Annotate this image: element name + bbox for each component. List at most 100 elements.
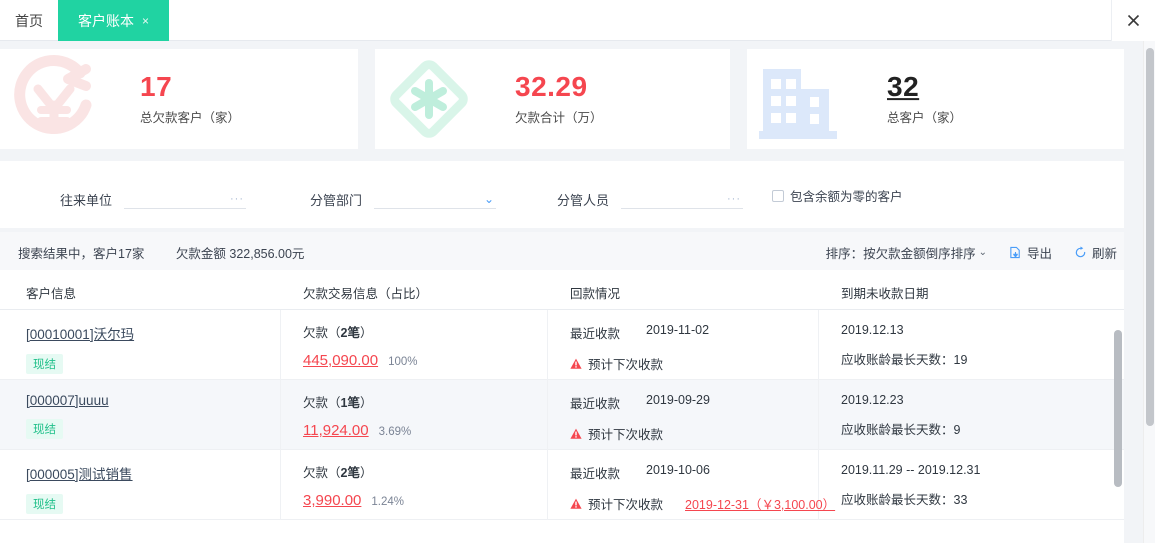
debt-amount-link[interactable]: 3,990.00: [303, 492, 362, 509]
debt-percent: 3.69%: [378, 426, 412, 438]
tab-customer-ledger-label: 客户账本: [77, 12, 134, 29]
aging-line: 应收账龄最长天数：9: [841, 419, 960, 438]
debt-count: 2笔: [340, 326, 360, 340]
chevron-down-icon[interactable]: ⌄: [483, 192, 494, 206]
tab-home[interactable]: 首页: [0, 0, 58, 41]
table-row[interactable]: [000005]测试销售 现结 欠款（2笔） 3,990.00 1.24% 最近…: [0, 450, 1124, 520]
next-payment-amount-link[interactable]: 2019-12-31（￥3,100.00）: [685, 498, 836, 512]
debt-amount-link[interactable]: 445,090.00: [303, 352, 379, 369]
aging-value: 33: [953, 493, 968, 507]
stat-card-3-value[interactable]: 32: [887, 71, 920, 103]
status-badge: 现结: [26, 494, 63, 514]
aging-label: 应收账龄最长天数：: [841, 493, 954, 507]
next-payment-label: 预计下次收款: [588, 358, 664, 372]
checkbox-box[interactable]: [772, 189, 784, 202]
last-payment-line: 最近收款 2019-11-02: [570, 323, 709, 342]
table-row[interactable]: [000007]uuuu 现结 欠款（1笔） 11,924.00 3.69% 最…: [0, 380, 1124, 450]
stat-card-1-label: 总欠款客户（家）: [140, 110, 241, 125]
filter-department: 分管部门 ⌄: [310, 183, 496, 209]
payment-cell: 最近收款 2019-10-06 预计下次收款 2019-12-31（￥3,100…: [570, 463, 835, 513]
due-date: 2019.12.23: [841, 393, 904, 407]
filter-staff-label: 分管人员: [557, 193, 610, 208]
filter-zero-balance-checkbox[interactable]: 包含余额为零的客户: [772, 186, 903, 205]
chevron-down-icon: ⌄: [978, 247, 987, 258]
tab-home-label: 首页: [15, 12, 43, 29]
customer-name-link[interactable]: [000007]uuuu: [26, 393, 109, 408]
last-payment-label: 最近收款: [570, 397, 621, 411]
stat-card-2-label: 欠款合计（万）: [515, 110, 603, 125]
next-payment-line: 预计下次收款: [570, 424, 710, 443]
stat-cards: 17 总欠款客户（家） 32.29 欠款合计（万）: [0, 49, 1141, 149]
due-cell: 2019.12.23 应收账龄最长天数：9: [841, 393, 960, 438]
ledger-table: 客户信息 欠款交易信息（占比） 回款情况 到期未收款日期 [00010001]沃…: [0, 270, 1124, 543]
last-payment-date: 2019-09-29: [646, 393, 710, 407]
debt-count: 1笔: [340, 396, 360, 410]
summary-bar: 搜索结果中，客户17家 欠款金额 322,856.00元 排序：按欠款金额倒序排…: [0, 232, 1141, 270]
cell-divider: [280, 450, 281, 520]
card-gap: [730, 49, 747, 149]
filter-unit-input[interactable]: [124, 187, 246, 209]
summary-left: 搜索结果中，客户17家 欠款金额 322,856.00元: [18, 243, 304, 262]
stat-card-total-debt-customers: 17 总欠款客户（家）: [0, 49, 358, 149]
window-close-button[interactable]: [1111, 0, 1155, 41]
cell-divider: [547, 380, 548, 450]
yen-circle-icon: [8, 53, 100, 145]
export-button[interactable]: 导出: [1009, 243, 1052, 262]
filter-unit: 往来单位 ···: [60, 183, 246, 209]
table-row[interactable]: [00010001]沃尔玛 现结 欠款（2笔） 445,090.00 100% …: [0, 310, 1124, 380]
filter-department-input[interactable]: [374, 187, 496, 209]
next-payment-label: 预计下次收款: [588, 498, 664, 512]
aging-line: 应收账龄最长天数：19: [841, 349, 967, 368]
summary-amount-text: 欠款金额 322,856.00元: [175, 247, 305, 261]
status-badge: 现结: [26, 419, 63, 439]
warning-icon: [570, 498, 582, 510]
warning-icon: [570, 428, 582, 440]
stat-card-3-text: 32 总客户（家）: [887, 71, 962, 126]
table-header-payment: 回款情况: [570, 287, 621, 301]
ellipsis-icon[interactable]: ···: [230, 193, 244, 205]
last-payment-label: 最近收款: [570, 467, 621, 481]
page-scrollbar-thumb[interactable]: [1146, 48, 1154, 426]
card-gap: [358, 49, 375, 149]
refresh-button[interactable]: 刷新: [1074, 243, 1117, 262]
debt-percent: 1.24%: [371, 496, 404, 508]
refresh-icon: [1074, 246, 1087, 259]
debt-cell: 欠款（2笔） 445,090.00 100%: [303, 322, 418, 369]
stat-card-total-debt-amount: 32.29 欠款合计（万）: [375, 49, 730, 149]
debt-count: 2笔: [340, 466, 360, 480]
stat-card-2-text: 32.29 欠款合计（万）: [515, 71, 603, 126]
debt-count-label: 欠款（2笔）: [303, 462, 404, 481]
close-icon[interactable]: ×: [141, 13, 149, 28]
table-scrollbar-thumb[interactable]: [1114, 330, 1122, 487]
due-date: 2019.12.13: [841, 323, 904, 337]
debt-cell: 欠款（1笔） 11,924.00 3.69%: [303, 392, 411, 439]
customer-name-link[interactable]: [000005]测试销售: [26, 467, 133, 482]
sort-label: 排序：按欠款金额倒序排序: [825, 247, 976, 261]
customer-name-link[interactable]: [00010001]沃尔玛: [26, 327, 135, 342]
tab-customer-ledger[interactable]: 客户账本 ×: [58, 0, 169, 41]
sort-selector[interactable]: 排序：按欠款金额倒序排序 ⌄: [826, 243, 987, 262]
last-payment-line: 最近收款 2019-10-06: [570, 463, 835, 482]
debt-amount-link[interactable]: 11,924.00: [303, 422, 369, 439]
filter-staff: 分管人员 ···: [557, 183, 743, 209]
debt-suffix: ）: [359, 466, 373, 480]
export-icon: [1009, 246, 1022, 259]
tab-bar: 首页 客户账本 ×: [0, 0, 1155, 41]
export-label: 导出: [1026, 247, 1052, 261]
table-header-debt: 欠款交易信息（占比）: [303, 287, 429, 301]
diamond-asterisk-icon: [383, 53, 475, 145]
table-header-customer: 客户信息: [26, 287, 77, 301]
customer-cell: [000007]uuuu 现结: [26, 393, 109, 439]
cell-divider: [818, 380, 819, 450]
right-gutter: [1124, 41, 1143, 543]
ellipsis-icon[interactable]: ···: [727, 193, 741, 205]
debt-suffix: ）: [359, 396, 373, 410]
customer-cell: [00010001]沃尔玛 现结: [26, 323, 134, 374]
payment-cell: 最近收款 2019-09-29 预计下次收款: [570, 393, 710, 443]
cell-divider: [547, 310, 548, 380]
next-payment-line: 预计下次收款: [570, 354, 709, 373]
filter-staff-input[interactable]: [621, 187, 743, 209]
summary-right: 排序：按欠款金额倒序排序 ⌄ 导出: [826, 243, 1117, 262]
table-header-row: 客户信息 欠款交易信息（占比） 回款情况 到期未收款日期: [0, 270, 1124, 310]
